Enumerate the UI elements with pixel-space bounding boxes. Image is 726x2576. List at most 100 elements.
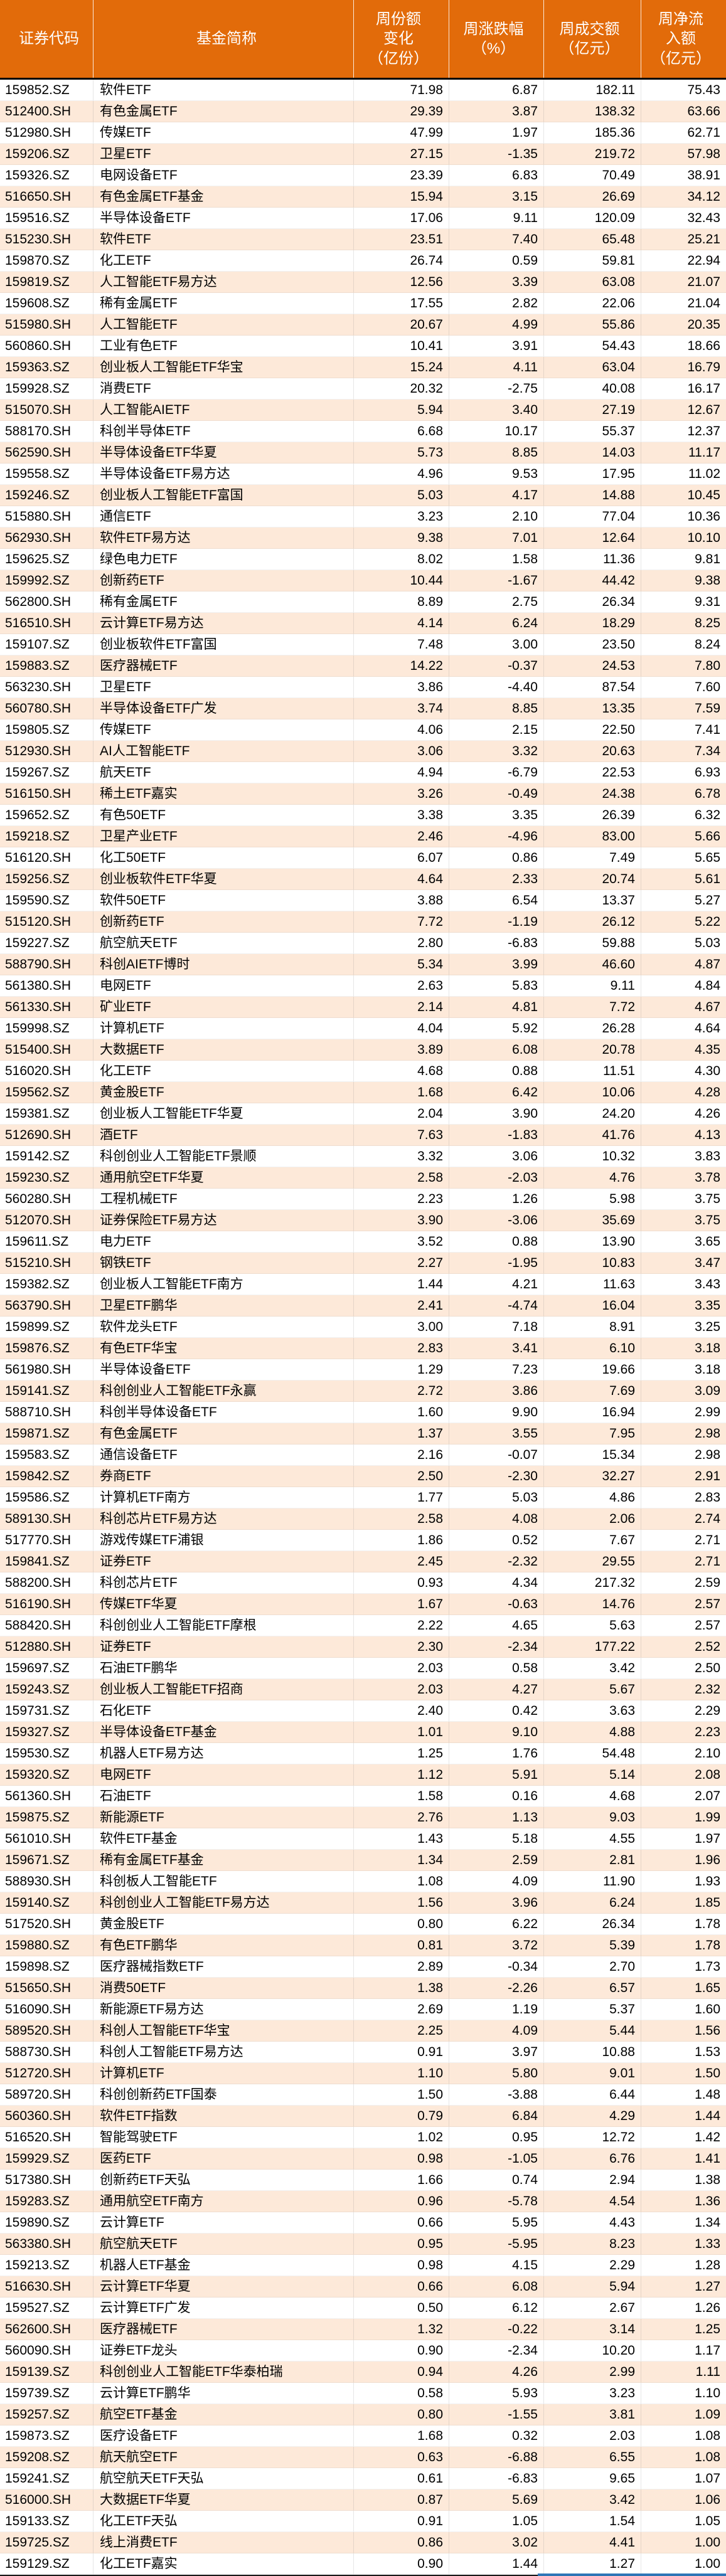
cell-code[interactable]: 159590.SZ — [0, 890, 93, 911]
cell-turnover[interactable]: 4.54 — [544, 2191, 641, 2212]
cell-share-change[interactable]: 0.50 — [354, 2298, 449, 2319]
cell-pct-change[interactable]: 3.41 — [449, 1338, 544, 1359]
cell-share-change[interactable]: 7.63 — [354, 1125, 449, 1146]
cell-net-inflow[interactable]: 16.79 — [641, 357, 726, 378]
cell-code[interactable]: 563380.SH — [0, 2234, 93, 2255]
cell-net-inflow[interactable]: 4.84 — [641, 975, 726, 997]
cell-share-change[interactable]: 23.51 — [354, 229, 449, 250]
table-row[interactable]: 159256.SZ 创业板软件ETF华夏 4.64 2.33 20.74 5.61 — [0, 869, 726, 890]
cell-code[interactable]: 515880.SH — [0, 506, 93, 527]
cell-fund-name[interactable]: 科创芯片ETF易方达 — [93, 1508, 354, 1530]
cell-code[interactable]: 588730.SH — [0, 2042, 93, 2063]
cell-share-change[interactable]: 0.93 — [354, 1572, 449, 1594]
cell-share-change[interactable]: 6.68 — [354, 421, 449, 442]
cell-fund-name[interactable]: 卫星ETF — [93, 677, 354, 698]
cell-share-change[interactable]: 1.67 — [354, 1594, 449, 1615]
cell-turnover[interactable]: 11.63 — [544, 1274, 641, 1295]
table-row[interactable]: 563230.SH 卫星ETF 3.86 -4.40 87.54 7.60 — [0, 677, 726, 698]
cell-code[interactable]: 159382.SZ — [0, 1274, 93, 1295]
cell-pct-change[interactable]: -2.34 — [449, 2340, 544, 2361]
table-row[interactable]: 516090.SH 新能源ETF易方达 2.69 1.19 5.37 1.60 — [0, 1999, 726, 2020]
cell-share-change[interactable]: 6.07 — [354, 847, 449, 869]
cell-code[interactable]: 159381.SZ — [0, 1103, 93, 1125]
cell-share-change[interactable]: 0.91 — [354, 2042, 449, 2063]
cell-net-inflow[interactable]: 5.22 — [641, 911, 726, 933]
cell-pct-change[interactable]: 3.02 — [449, 2532, 544, 2553]
cell-fund-name[interactable]: 医疗器械ETF — [93, 2319, 354, 2340]
cell-code[interactable]: 515120.SH — [0, 911, 93, 933]
cell-code[interactable]: 159133.SZ — [0, 2511, 93, 2532]
cell-share-change[interactable]: 1.34 — [354, 1850, 449, 1871]
table-row[interactable]: 159527.SZ 云计算ETF广发 0.50 6.12 2.67 1.26 — [0, 2298, 726, 2319]
cell-turnover[interactable]: 5.14 — [544, 1764, 641, 1786]
cell-pct-change[interactable]: 6.83 — [449, 165, 544, 186]
table-row[interactable]: 517380.SH 创新药ETF天弘 1.66 0.74 2.94 1.38 — [0, 2170, 726, 2191]
cell-share-change[interactable]: 1.12 — [354, 1764, 449, 1786]
cell-turnover[interactable]: 4.88 — [544, 1722, 641, 1743]
cell-net-inflow[interactable]: 2.71 — [641, 1551, 726, 1572]
cell-fund-name[interactable]: 新能源ETF — [93, 1807, 354, 1828]
cell-code[interactable]: 159206.SZ — [0, 144, 93, 165]
cell-share-change[interactable]: 1.50 — [354, 2084, 449, 2106]
cell-fund-name[interactable]: 黄金股ETF — [93, 1082, 354, 1103]
cell-turnover[interactable]: 4.43 — [544, 2212, 641, 2234]
cell-net-inflow[interactable]: 2.59 — [641, 1572, 726, 1594]
cell-fund-name[interactable]: 半导体设备ETF — [93, 1359, 354, 1381]
table-row[interactable]: 159998.SZ 计算机ETF 4.04 5.92 26.28 4.64 — [0, 1018, 726, 1039]
cell-code[interactable]: 561010.SH — [0, 1828, 93, 1850]
cell-pct-change[interactable]: 8.85 — [449, 698, 544, 719]
table-row[interactable]: 512690.SH 酒ETF 7.63 -1.83 41.76 4.13 — [0, 1125, 726, 1146]
cell-turnover[interactable]: 177.22 — [544, 1636, 641, 1658]
cell-fund-name[interactable]: 半导体设备ETF华夏 — [93, 442, 354, 464]
cell-fund-name[interactable]: 半导体设备ETF广发 — [93, 698, 354, 719]
cell-turnover[interactable]: 6.55 — [544, 2447, 641, 2468]
cell-code[interactable]: 512690.SH — [0, 1125, 93, 1146]
cell-net-inflow[interactable]: 1.11 — [641, 2361, 726, 2383]
cell-turnover[interactable]: 10.88 — [544, 2042, 641, 2063]
cell-share-change[interactable]: 3.86 — [354, 677, 449, 698]
cell-share-change[interactable]: 2.41 — [354, 1295, 449, 1317]
cell-turnover[interactable]: 13.37 — [544, 890, 641, 911]
cell-code[interactable]: 563790.SH — [0, 1295, 93, 1317]
cell-fund-name[interactable]: 稀有金属ETF — [93, 591, 354, 613]
cell-share-change[interactable]: 3.32 — [354, 1146, 449, 1167]
cell-pct-change[interactable]: -0.37 — [449, 655, 544, 677]
cell-fund-name[interactable]: 通信ETF — [93, 506, 354, 527]
cell-turnover[interactable]: 70.49 — [544, 165, 641, 186]
cell-net-inflow[interactable]: 1.10 — [641, 2383, 726, 2404]
cell-code[interactable]: 159586.SZ — [0, 1487, 93, 1508]
cell-fund-name[interactable]: 医药ETF — [93, 2148, 354, 2170]
cell-net-inflow[interactable]: 16.17 — [641, 378, 726, 400]
cell-share-change[interactable]: 1.44 — [354, 1274, 449, 1295]
table-row[interactable]: 159819.SZ 人工智能ETF易方达 12.56 3.39 63.08 21.07 — [0, 272, 726, 293]
cell-net-inflow[interactable]: 2.08 — [641, 1764, 726, 1786]
cell-pct-change[interactable]: -2.30 — [449, 1466, 544, 1487]
cell-turnover[interactable]: 7.95 — [544, 1423, 641, 1444]
cell-share-change[interactable]: 0.94 — [354, 2361, 449, 2383]
cell-turnover[interactable]: 55.37 — [544, 421, 641, 442]
cell-share-change[interactable]: 1.10 — [354, 2063, 449, 2084]
cell-pct-change[interactable]: -6.88 — [449, 2447, 544, 2468]
table-row[interactable]: 159558.SZ 半导体设备ETF易方达 4.96 9.53 17.95 11.02 — [0, 464, 726, 485]
cell-fund-name[interactable]: 软件ETF指数 — [93, 2106, 354, 2127]
cell-share-change[interactable]: 2.89 — [354, 1956, 449, 1978]
cell-net-inflow[interactable]: 2.07 — [641, 1786, 726, 1807]
cell-turnover[interactable]: 26.34 — [544, 591, 641, 613]
cell-share-change[interactable]: 0.58 — [354, 2383, 449, 2404]
cell-turnover[interactable]: 12.72 — [544, 2127, 641, 2148]
cell-share-change[interactable]: 2.45 — [354, 1551, 449, 1572]
table-row[interactable]: 512720.SH 计算机ETF 1.10 5.80 9.01 1.50 — [0, 2063, 726, 2084]
cell-net-inflow[interactable]: 7.60 — [641, 677, 726, 698]
cell-net-inflow[interactable]: 1.65 — [641, 1978, 726, 1999]
cell-fund-name[interactable]: 证券ETF — [93, 1551, 354, 1572]
cell-share-change[interactable]: 15.94 — [354, 186, 449, 208]
table-row[interactable]: 159870.SZ 化工ETF 26.74 0.59 59.81 22.94 — [0, 250, 726, 272]
cell-code[interactable]: 159208.SZ — [0, 2447, 93, 2468]
table-row[interactable]: 159257.SZ 航空ETF基金 0.80 -1.55 3.81 1.09 — [0, 2404, 726, 2425]
cell-net-inflow[interactable]: 3.35 — [641, 1295, 726, 1317]
cell-share-change[interactable]: 1.29 — [354, 1359, 449, 1381]
cell-code[interactable]: 512070.SH — [0, 1210, 93, 1231]
cell-net-inflow[interactable]: 9.38 — [641, 570, 726, 591]
cell-fund-name[interactable]: 科创创业人工智能ETF易方达 — [93, 1892, 354, 1914]
cell-share-change[interactable]: 47.99 — [354, 122, 449, 144]
